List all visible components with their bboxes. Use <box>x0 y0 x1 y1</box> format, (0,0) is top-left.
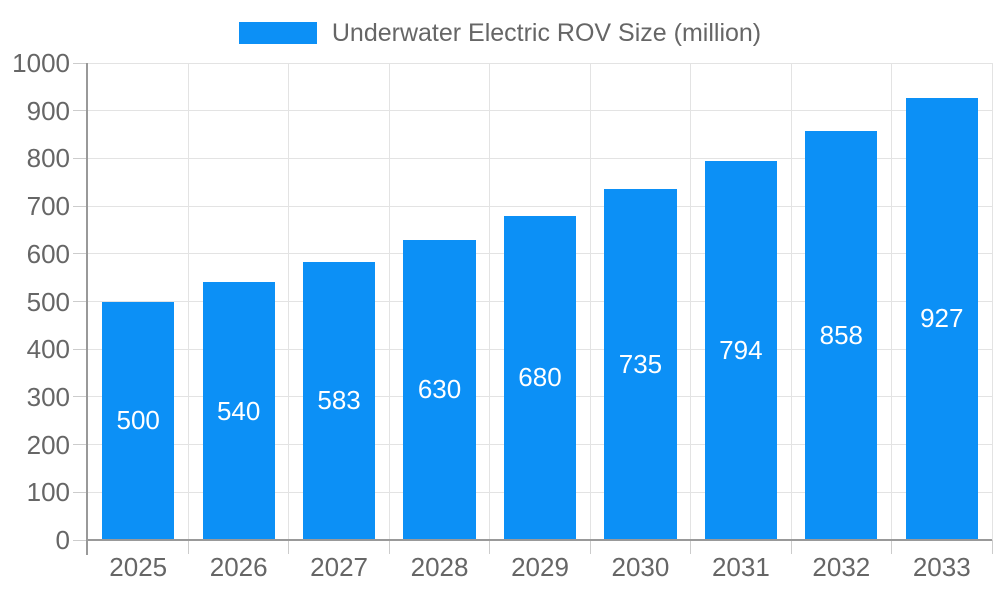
x-axis-tick-label: 2025 <box>109 552 168 582</box>
y-axis-tick-label: 300 <box>26 381 70 412</box>
bar-2032[interactable]: 858 <box>805 130 878 540</box>
y-axis-tick <box>73 396 87 398</box>
bar-value-label: 680 <box>518 362 562 393</box>
legend-label: Underwater Electric ROV Size (million) <box>331 18 762 47</box>
y-axis-tick <box>73 301 87 302</box>
y-axis-tick <box>73 205 87 207</box>
bar-value-label: 794 <box>719 335 763 366</box>
gridline-vertical <box>489 63 491 540</box>
legend[interactable]: Underwater Electric ROV Size (million) <box>0 10 1000 56</box>
y-axis-tick-label: 600 <box>26 238 70 269</box>
x-axis-tick <box>690 540 692 554</box>
bar-value-label: 858 <box>819 319 864 350</box>
x-axis-tick-label: 2027 <box>310 552 369 582</box>
y-axis-tick <box>73 444 87 446</box>
y-axis-tick-label: 1000 <box>12 48 70 78</box>
x-axis-tick <box>388 540 390 554</box>
y-axis-tick <box>73 539 87 541</box>
bar-value-label: 583 <box>317 385 361 416</box>
bar-2033[interactable]: 927 <box>905 97 978 540</box>
x-axis-tick-label: 2029 <box>511 552 569 582</box>
bar-2025[interactable]: 500 <box>102 301 175 540</box>
gridline-vertical <box>891 63 893 540</box>
x-axis-line <box>86 539 992 541</box>
gridline-vertical <box>991 63 993 540</box>
bar-2026[interactable]: 540 <box>202 282 275 540</box>
x-axis-tick <box>288 540 290 554</box>
y-axis-tick-label: 200 <box>26 429 70 460</box>
y-axis-tick-label: 800 <box>26 143 70 174</box>
gridline-horizontal <box>88 157 992 159</box>
bar-value-label: 500 <box>116 405 160 436</box>
y-axis-tick <box>73 253 87 255</box>
gridline-horizontal <box>88 205 992 207</box>
y-axis-tick-label: 900 <box>26 95 70 126</box>
bar-2029[interactable]: 680 <box>503 215 577 540</box>
x-axis-tick-label: 2033 <box>912 552 971 582</box>
x-axis-tick-label: 2032 <box>812 552 871 582</box>
bar-value-label: 735 <box>618 349 663 380</box>
gridline-horizontal <box>88 62 992 64</box>
bar-2031[interactable]: 794 <box>704 161 778 540</box>
y-axis-tick <box>73 348 87 350</box>
y-axis-tick-label: 500 <box>26 286 70 317</box>
x-axis-tick-label: 2026 <box>209 552 268 582</box>
gridline-vertical <box>288 63 290 540</box>
gridline-vertical <box>388 63 390 540</box>
y-axis-tick <box>73 110 87 112</box>
y-axis-tick-label: 400 <box>26 334 70 365</box>
bar-2027[interactable]: 583 <box>302 261 376 540</box>
bar-2030[interactable]: 735 <box>604 189 677 540</box>
x-axis-tick <box>891 540 893 554</box>
x-axis-tick <box>187 540 189 554</box>
y-axis-tick-label: 0 <box>55 525 70 555</box>
y-axis-tick-label: 700 <box>26 191 70 222</box>
y-axis-tick <box>73 491 87 493</box>
gridline-horizontal <box>88 110 992 112</box>
x-axis-tick <box>991 540 993 554</box>
gridline-vertical <box>790 63 792 540</box>
x-axis-tick <box>489 540 491 554</box>
bar-value-label: 540 <box>216 395 261 426</box>
gridline-vertical <box>187 63 189 540</box>
bar-value-label: 927 <box>920 303 964 334</box>
x-axis-tick-label: 2030 <box>611 552 670 582</box>
y-axis-line <box>86 63 88 555</box>
x-axis-tick-label: 2031 <box>711 552 770 582</box>
y-axis-tick-label: 100 <box>26 477 70 508</box>
y-axis-tick <box>73 62 87 64</box>
bar-2028[interactable]: 630 <box>403 239 476 540</box>
x-axis-tick <box>790 540 792 554</box>
bar-value-label: 630 <box>417 374 462 405</box>
x-axis-tick-label: 2028 <box>410 552 469 582</box>
x-axis-tick <box>589 540 591 554</box>
gridline-vertical <box>589 63 591 540</box>
y-axis-tick <box>73 157 87 159</box>
legend-swatch <box>238 22 317 44</box>
plot-area: 500 540 583 630 680 735 794 858 927 <box>88 62 993 540</box>
gridline-vertical <box>690 63 692 540</box>
